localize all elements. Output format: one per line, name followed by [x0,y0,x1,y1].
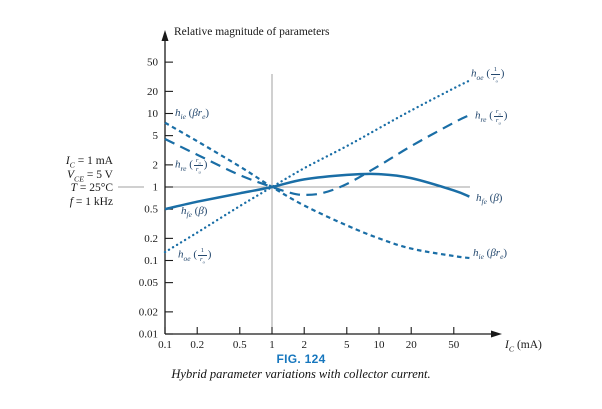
x-tick-label: 0.2 [190,339,204,351]
x-tick-label: 2 [301,339,307,351]
y-tick-label: 1 [153,182,159,194]
curve-label-hfe-left: hfe (β) [181,205,208,220]
x-tick-label: 50 [448,339,460,351]
curve-hie [164,121,470,260]
curve-label-hfe-right: hfe (β) [476,192,503,207]
y-tick-label: 2 [153,159,159,171]
y-tick-label: 50 [147,57,159,69]
x-axis-label: IC (mA) [505,339,542,354]
curve-label-hoe-right: hoe (1 ro) [471,66,505,83]
x-tick-label: 0.5 [233,339,247,351]
condition-temperature: T = 25°C [70,182,113,194]
x-tick-label: 0.1 [158,339,172,351]
curve-hoe [163,79,471,254]
condition-collector-current: IC = 1 mA [65,155,113,170]
y-tick-label: 5 [153,130,159,142]
y-tick-label: 10 [147,108,159,120]
curve-label-hie-left: hie (βre) [175,107,210,122]
y-tick-label: 0.5 [144,204,158,216]
figure-caption-block: FIG. 124 Hybrid parameter variations wit… [0,352,602,382]
y-tick-label: 0.1 [144,255,158,267]
y-axis-arrow-icon [161,30,169,41]
x-tick-label: 10 [374,339,386,351]
curve-label-hre-right: hre (rπ ru) [475,108,508,125]
x-axis-arrow-icon [491,330,502,338]
y-tick-label: 0.01 [139,329,158,341]
figure-number: FIG. 124 [276,352,326,366]
curve-hre [164,114,470,197]
y-axis-title: Relative magnitude of parameters [174,26,330,38]
x-tick-label: 20 [406,339,418,351]
y-tick-label: 0.05 [139,277,159,289]
curve-hfe [164,172,470,211]
curve-label-hoe-left: hoe (1 ro) [178,247,212,264]
y-tick-label: 20 [147,86,159,98]
x-tick-label: 5 [344,339,350,351]
figure-caption: Hybrid parameter variations with collect… [171,367,431,381]
condition-vce: VCE = 5 V [67,168,113,183]
curve-label-hie-right: hie (βre) [473,247,508,262]
condition-frequency: f = 1 kHz [69,195,113,208]
x-tick-label: 1 [269,339,275,351]
bias-conditions: IC = 1 mA VCE = 5 V T = 25°C f = 1 kHz [24,155,113,209]
y-tick-label: 0.2 [144,233,158,245]
y-tick-label: 0.02 [139,306,158,318]
curve-label-hre-left: hre (rπ ru) [175,157,208,174]
